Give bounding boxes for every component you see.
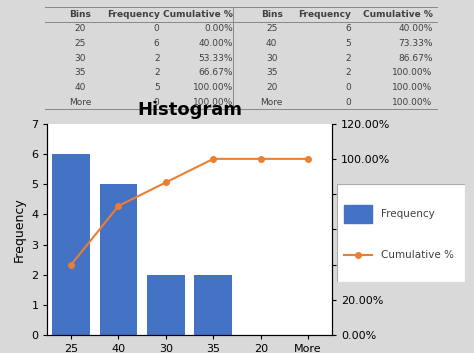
Text: 0: 0 bbox=[346, 83, 351, 92]
Text: 35: 35 bbox=[74, 68, 86, 77]
Text: 86.67%: 86.67% bbox=[398, 54, 433, 63]
Text: Frequency: Frequency bbox=[381, 209, 435, 219]
Text: 40.00%: 40.00% bbox=[199, 39, 233, 48]
Text: 30: 30 bbox=[74, 54, 86, 63]
Text: 100.00%: 100.00% bbox=[392, 98, 433, 107]
Bar bbox=[147, 275, 185, 335]
Text: 100.00%: 100.00% bbox=[192, 83, 233, 92]
Text: 100.00%: 100.00% bbox=[392, 83, 433, 92]
Text: 0.00%: 0.00% bbox=[204, 24, 233, 34]
Text: 2: 2 bbox=[346, 68, 351, 77]
Text: More: More bbox=[69, 98, 91, 107]
Text: Cumulative %: Cumulative % bbox=[363, 10, 433, 19]
Text: More: More bbox=[260, 98, 283, 107]
Title: Histogram: Histogram bbox=[137, 101, 242, 119]
Text: Bins: Bins bbox=[261, 10, 283, 19]
Bar bbox=[100, 184, 137, 335]
Text: 6: 6 bbox=[346, 24, 351, 34]
Text: Cumulative %: Cumulative % bbox=[163, 10, 233, 19]
Text: 0: 0 bbox=[154, 24, 160, 34]
Text: 35: 35 bbox=[266, 68, 277, 77]
Text: 5: 5 bbox=[346, 39, 351, 48]
Text: Frequency: Frequency bbox=[107, 10, 160, 19]
Bar bbox=[194, 275, 232, 335]
Text: 25: 25 bbox=[74, 39, 86, 48]
Text: 53.33%: 53.33% bbox=[199, 54, 233, 63]
Text: 40: 40 bbox=[266, 39, 277, 48]
Text: 20: 20 bbox=[74, 24, 86, 34]
Text: 40.00%: 40.00% bbox=[398, 24, 433, 34]
Bar bbox=[52, 154, 90, 335]
Text: 2: 2 bbox=[154, 54, 160, 63]
Text: 2: 2 bbox=[154, 68, 160, 77]
Text: 5: 5 bbox=[154, 83, 160, 92]
Text: 100.00%: 100.00% bbox=[392, 68, 433, 77]
Text: Cumulative %: Cumulative % bbox=[381, 250, 454, 260]
Text: 20: 20 bbox=[266, 83, 277, 92]
Text: 25: 25 bbox=[266, 24, 277, 34]
Text: Frequency: Frequency bbox=[298, 10, 351, 19]
FancyBboxPatch shape bbox=[337, 184, 465, 282]
Text: Bins: Bins bbox=[69, 10, 91, 19]
Text: 100.00%: 100.00% bbox=[192, 98, 233, 107]
Text: 6: 6 bbox=[154, 39, 160, 48]
Text: 40: 40 bbox=[74, 83, 86, 92]
Text: 30: 30 bbox=[266, 54, 277, 63]
Text: 2: 2 bbox=[346, 54, 351, 63]
Text: 73.33%: 73.33% bbox=[398, 39, 433, 48]
Bar bbox=[344, 205, 373, 223]
Y-axis label: Frequency: Frequency bbox=[13, 197, 26, 262]
Text: 0: 0 bbox=[154, 98, 160, 107]
Text: 66.67%: 66.67% bbox=[199, 68, 233, 77]
Text: 0: 0 bbox=[346, 98, 351, 107]
